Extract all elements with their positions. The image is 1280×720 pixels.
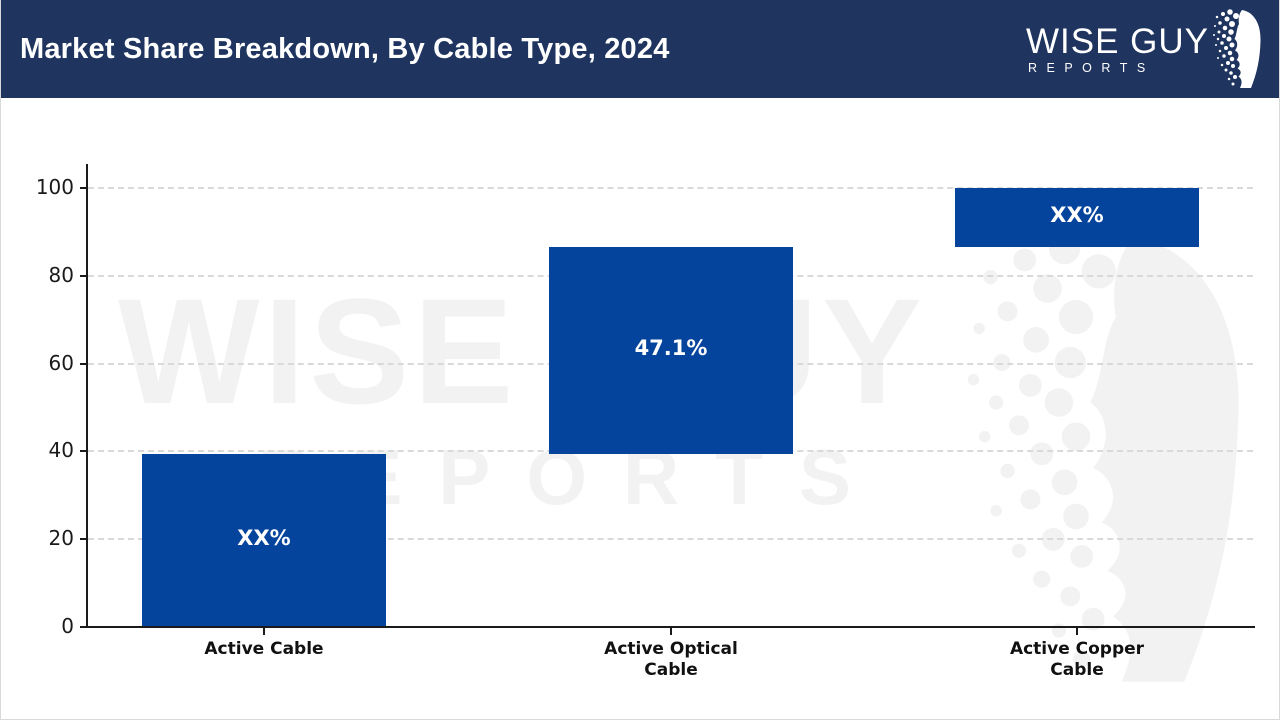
logo-head-icon <box>1213 9 1261 88</box>
x-axis-category-label: Active Copper Cable <box>1009 639 1145 680</box>
x-axis-category-label: Active Cable <box>204 639 324 659</box>
y-axis-tick-label: 100 <box>35 175 74 199</box>
y-axis-tick-label: 60 <box>48 350 74 375</box>
y-axis-tick-label: 0 <box>61 614 74 638</box>
x-axis-tick-mark <box>1076 628 1078 635</box>
header-banner: Market Share Breakdown, By Cable Type, 2… <box>0 0 1280 98</box>
y-axis-tick-mark <box>80 626 87 628</box>
y-axis-tick-mark <box>80 450 87 453</box>
bar-value-label: XX% <box>1050 203 1104 228</box>
y-axis-tick-label: 40 <box>48 438 74 463</box>
y-axis-tick-label: 20 <box>48 526 74 551</box>
y-axis-tick-mark <box>80 274 87 277</box>
bar-value-label: 47.1% <box>634 336 708 361</box>
y-axis <box>86 164 88 628</box>
wiseguy-logo: WISE GUY REPORTS <box>1026 9 1262 89</box>
y-axis-tick-mark <box>80 362 87 365</box>
bar-value-label: XX% <box>237 526 291 551</box>
bar <box>142 453 386 627</box>
x-axis <box>86 626 1255 628</box>
gridline <box>88 538 1253 541</box>
logo-text: WISE GUY REPORTS <box>1026 24 1209 75</box>
chart-title: Market Share Breakdown, By Cable Type, 2… <box>20 32 670 65</box>
x-axis-tick-mark <box>263 628 265 635</box>
y-axis-tick-mark <box>80 187 87 189</box>
bar <box>549 246 793 454</box>
logo-wordmark: WISE GUY <box>1025 21 1209 61</box>
y-axis-tick-mark <box>80 538 87 541</box>
y-axis-tick-label: 80 <box>48 262 74 287</box>
logo-subtitle: REPORTS <box>1027 60 1155 75</box>
gridline <box>88 187 1253 189</box>
x-axis-category-label: Active Optical Cable <box>604 639 738 680</box>
x-axis-tick-mark <box>670 628 672 635</box>
